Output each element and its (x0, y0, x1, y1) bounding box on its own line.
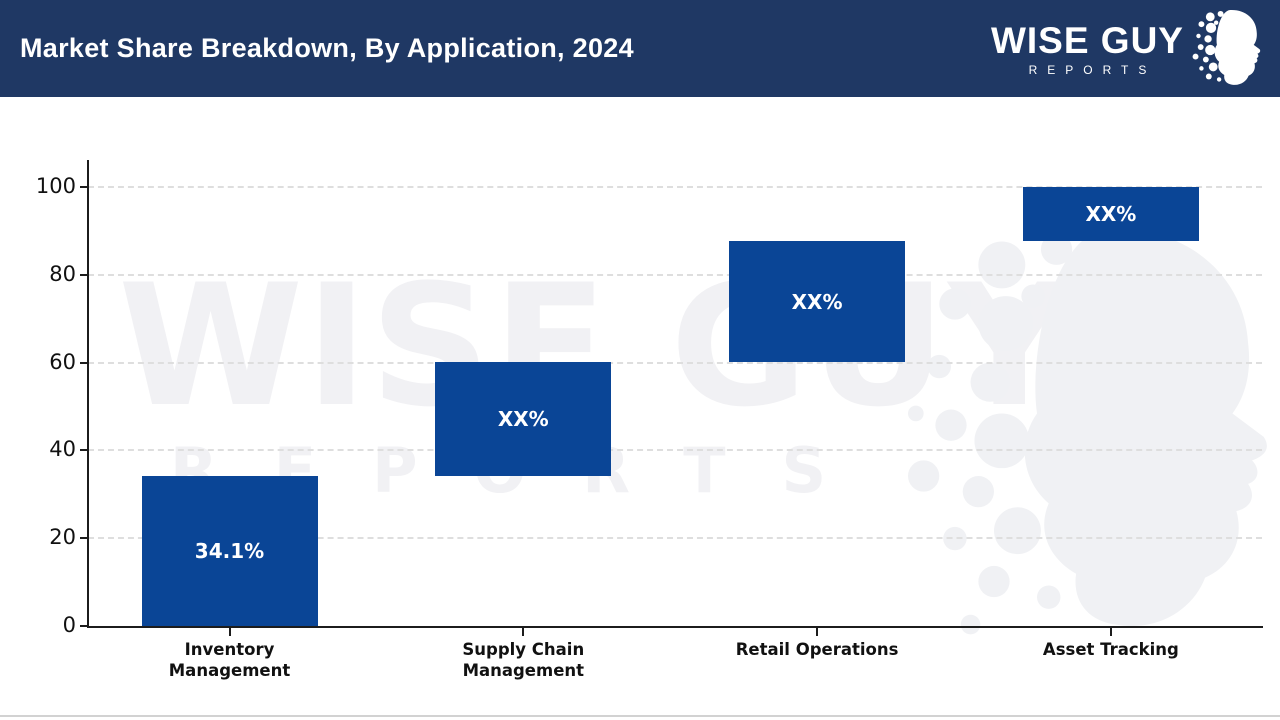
category-label-inventory-management: Inventory Management (168, 640, 291, 680)
y-tick-label-20: 20 (49, 525, 76, 550)
x-tick-mark-3 (816, 628, 819, 636)
category-label-retail-operations: Retail Operations (735, 640, 899, 659)
gridline-60 (88, 361, 1262, 364)
bar-value-label: XX% (1085, 202, 1137, 227)
brand-logo-text: WISE GUY REPORTS (991, 22, 1184, 76)
x-tick-mark-4 (1109, 628, 1112, 636)
y-tick-label-60: 60 (49, 349, 76, 374)
brand-subname: REPORTS (1028, 62, 1157, 77)
y-tick-mark-0 (80, 625, 87, 627)
gridline-80 (88, 273, 1262, 276)
bar-value-label: XX% (497, 407, 549, 431)
bar-supply-chain-management: XX% (435, 361, 612, 477)
bar-value-label: XX% (791, 289, 843, 314)
bottom-divider (0, 715, 1280, 717)
gridline-100 (88, 186, 1262, 188)
y-tick-mark-20 (80, 537, 87, 540)
y-tick-label-0: 0 (62, 613, 76, 637)
y-tick-mark-80 (80, 273, 87, 276)
bar-asset-tracking: XX% (1022, 187, 1199, 242)
bar-value-label: 34.1% (194, 539, 265, 564)
gridline-40 (88, 449, 1262, 452)
watermark-dotted-head-icon (908, 228, 1267, 635)
x-tick-mark-2 (522, 628, 525, 636)
chart-title: Market Share Breakdown, By Application, … (20, 33, 634, 63)
y-tick-mark-60 (80, 361, 87, 364)
gridline-20 (88, 537, 1262, 540)
x-tick-mark-1 (228, 628, 231, 636)
brand-name: WISE GUY (990, 19, 1184, 61)
header-bar: Market Share Breakdown, By Application, … (0, 0, 1280, 97)
y-axis-line (87, 160, 89, 627)
brand-logo: WISE GUY REPORTS (991, 8, 1262, 89)
bar-inventory-management: 34.1% (141, 476, 318, 626)
y-tick-mark-40 (80, 449, 87, 452)
y-tick-label-100: 100 (35, 174, 76, 198)
brand-dotted-head-icon (1192, 10, 1261, 85)
category-label-asset-tracking: Asset Tracking (1042, 640, 1179, 659)
y-tick-label-80: 80 (49, 261, 76, 286)
y-tick-label-40: 40 (49, 437, 76, 462)
category-label-supply-chain-management: Supply Chain Management (462, 640, 585, 680)
bar-retail-operations: XX% (729, 241, 906, 362)
y-tick-mark-100 (80, 186, 87, 188)
x-axis-line (87, 626, 1263, 628)
